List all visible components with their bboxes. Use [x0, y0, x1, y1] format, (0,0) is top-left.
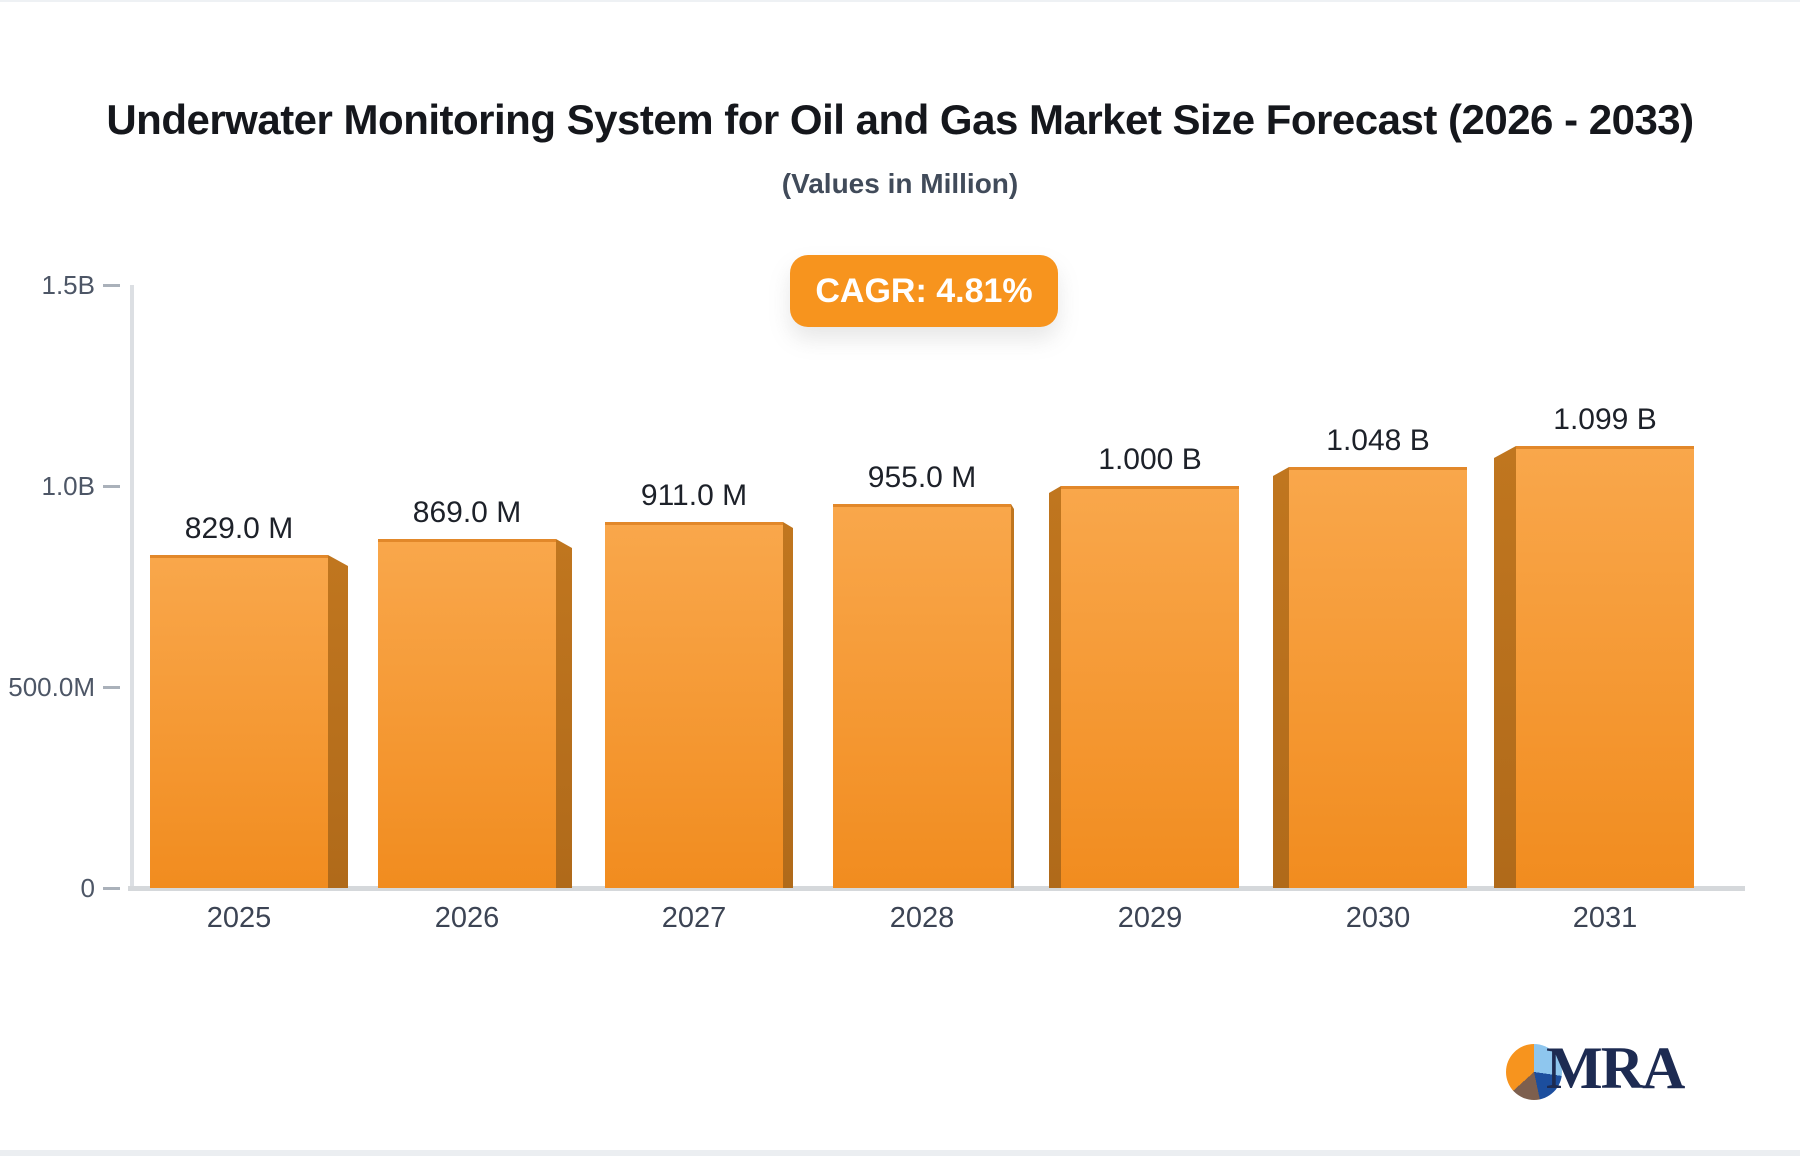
- bar-2031: 1.099 B: [1494, 403, 1694, 888]
- y-axis-line: [130, 285, 134, 888]
- bar-value-label: 955.0 M: [867, 461, 977, 494]
- bar-side-shadow: [1049, 486, 1061, 888]
- bar-2027: 911.0 M: [605, 479, 793, 888]
- bar-value-label: 869.0 M: [412, 496, 522, 529]
- page-bottom-border: [0, 1150, 1800, 1156]
- bar-value-label: 1.000 B: [1098, 443, 1202, 476]
- bar-face: [833, 504, 1011, 888]
- y-tick-label: 0: [80, 873, 95, 903]
- x-category-label: 2030: [1345, 902, 1411, 934]
- x-category-label: 2028: [889, 902, 955, 934]
- bar-2029: 1.000 B: [1049, 443, 1239, 888]
- y-tick-mark: [103, 284, 120, 287]
- x-axis-line: [128, 886, 1745, 891]
- bar-face: [378, 539, 556, 888]
- y-tick-label: 1.0B: [41, 471, 96, 501]
- bar-side-shadow: [1494, 446, 1516, 888]
- x-category-label: 2027: [661, 902, 727, 934]
- cagr-badge-label: CAGR: 4.81%: [815, 271, 1033, 310]
- bar-value-label: 829.0 M: [184, 512, 294, 545]
- x-category-label: 2025: [206, 902, 272, 934]
- bar-2028: 955.0 M: [833, 461, 1014, 888]
- bar-value-label: 1.099 B: [1553, 403, 1657, 436]
- bar-2025: 829.0 M: [150, 512, 348, 888]
- x-category-label: 2029: [1117, 902, 1183, 934]
- bar-side-shadow: [1273, 467, 1289, 888]
- y-tick-mark: [103, 686, 120, 689]
- bar-2026: 869.0 M: [378, 496, 572, 888]
- mra-logo-text: MRA: [1546, 1035, 1685, 1101]
- bar-face: [1289, 467, 1467, 888]
- chart-title: Underwater Monitoring System for Oil and…: [106, 96, 1694, 143]
- pie-chart-icon: [1506, 1044, 1562, 1100]
- bar-face: [605, 522, 783, 888]
- bar-face: [150, 555, 328, 888]
- page-top-border: [0, 0, 1800, 2]
- bar-face: [1516, 446, 1694, 888]
- chart-subtitle: (Values in Million): [781, 168, 1019, 199]
- bar-face: [1061, 486, 1239, 888]
- bar-side-shadow: [1011, 504, 1014, 888]
- y-tick-mark: [103, 887, 120, 890]
- x-category-label: 2031: [1572, 902, 1638, 934]
- mra-logo: MRA: [1506, 1035, 1685, 1101]
- bar-value-label: 1.048 B: [1326, 424, 1430, 457]
- bar-side-shadow: [328, 555, 348, 888]
- x-category-label: 2026: [434, 902, 500, 934]
- cagr-badge: CAGR: 4.81%: [790, 255, 1058, 327]
- y-tick-mark: [103, 485, 120, 488]
- y-tick-label: 1.5B: [41, 270, 96, 300]
- bar-side-shadow: [556, 539, 572, 888]
- bar-2030: 1.048 B: [1273, 424, 1467, 888]
- y-tick-label: 500.0M: [8, 672, 95, 702]
- bar-side-shadow: [783, 522, 793, 888]
- bar-value-label: 911.0 M: [640, 479, 748, 512]
